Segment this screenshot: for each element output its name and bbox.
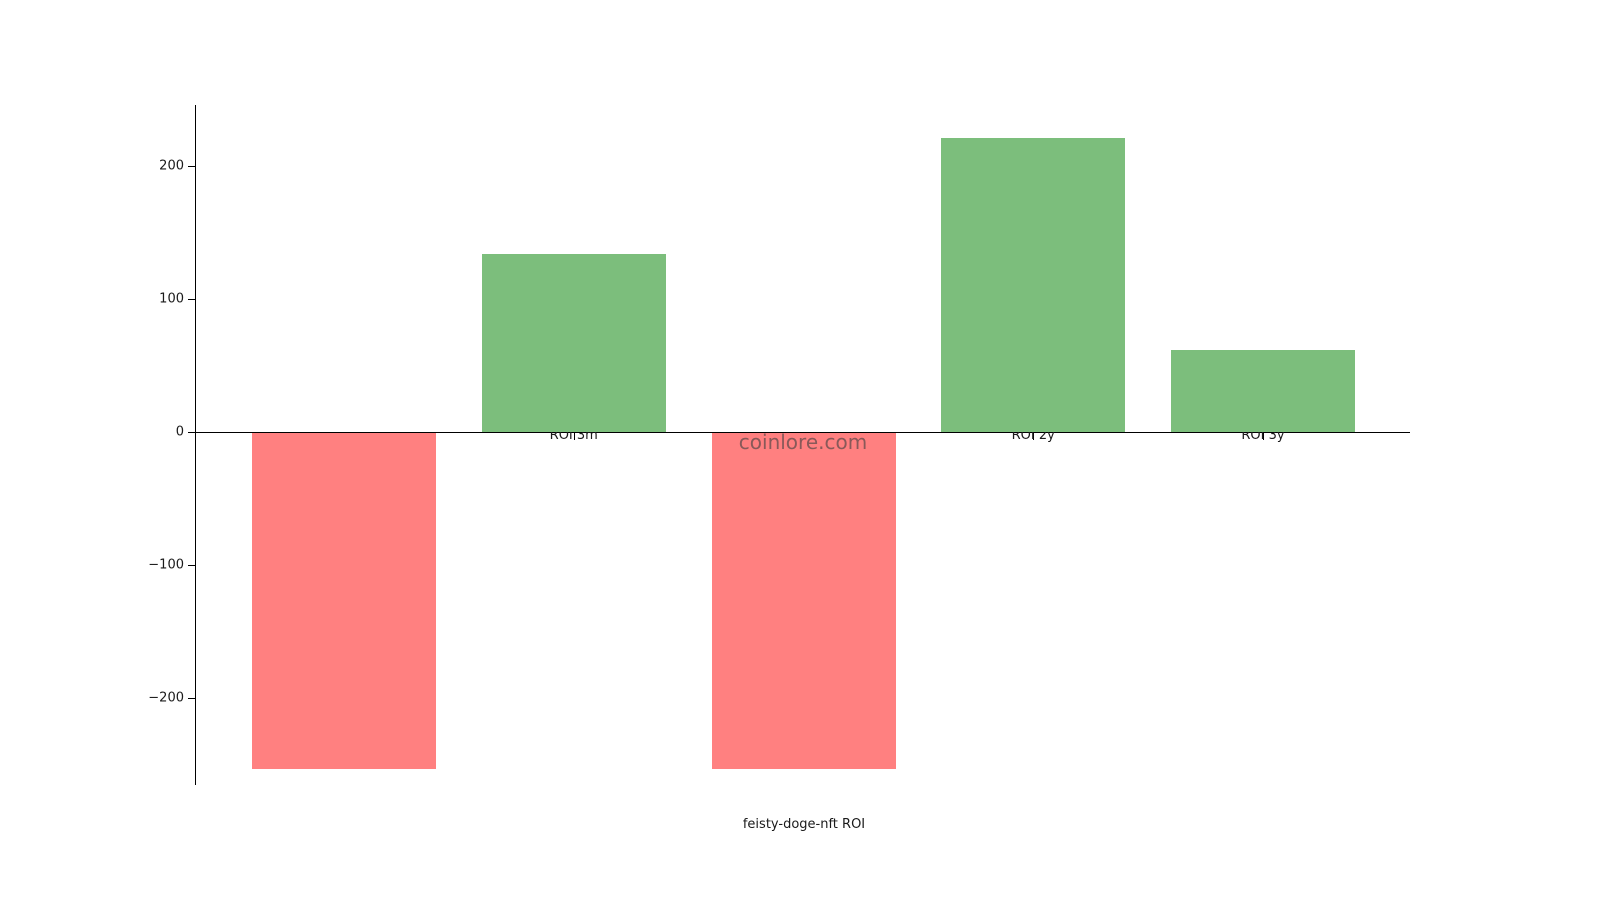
chart-title: feisty-doge-nft ROI [742, 817, 866, 832]
bar-col-3 [711, 433, 896, 770]
x-tick-mark [1033, 433, 1035, 440]
y-tick-mark [188, 431, 195, 433]
bar-col-1 [252, 433, 436, 770]
x-tick-mark [573, 433, 575, 440]
y-tick-mark [188, 697, 195, 699]
watermark: coinlore.com [738, 430, 868, 454]
y-tick-mark [188, 298, 195, 300]
y-tick-mark [188, 564, 195, 566]
y-tick-label: 200 [159, 158, 184, 174]
y-tick-label: 0 [175, 424, 184, 440]
y-tick-label: 100 [159, 291, 184, 307]
y-axis-line [195, 105, 197, 785]
y-tick-mark [188, 165, 195, 167]
x-tick-mark [1263, 433, 1265, 440]
bar-roi-3m [481, 253, 666, 432]
bar-roi-3y [1171, 349, 1355, 432]
x-axis-line [195, 432, 1410, 434]
y-tick-label: −200 [148, 690, 184, 706]
bar-roi-2y [941, 138, 1126, 432]
y-tick-label: −100 [148, 557, 184, 573]
